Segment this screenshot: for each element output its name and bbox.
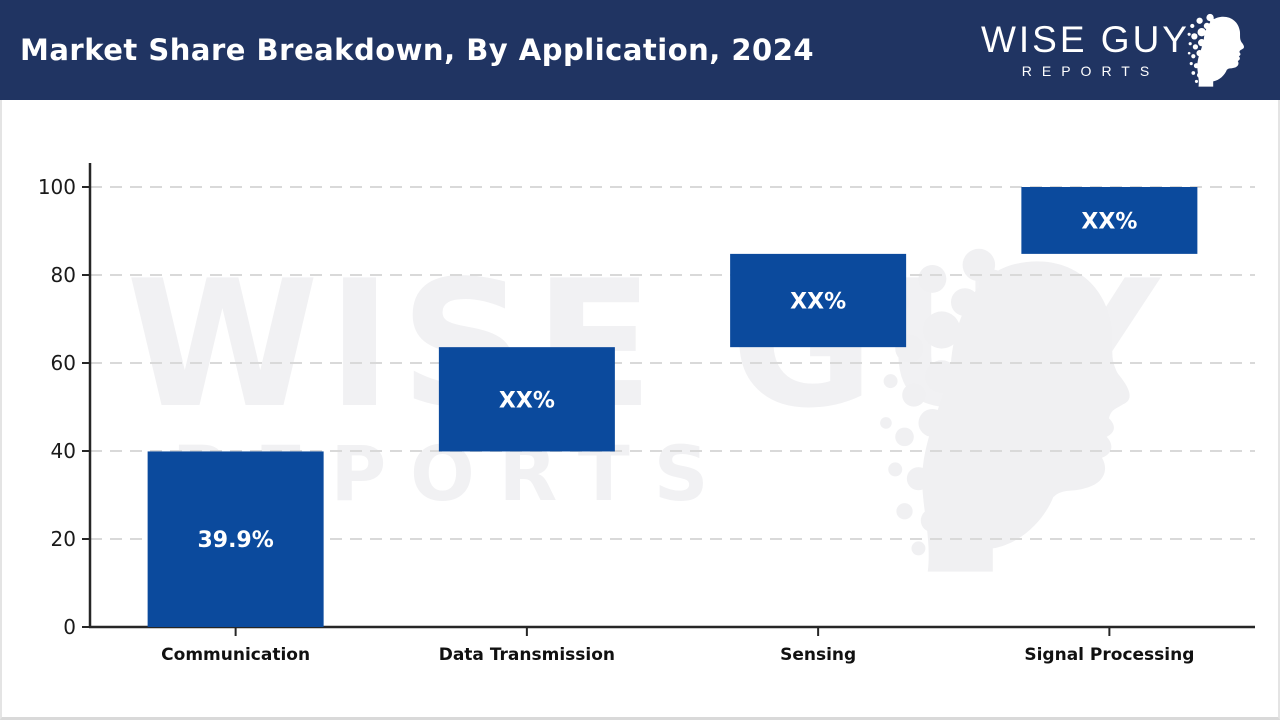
- chart-area: WISE GUY REPORTS 0 20 40 60 80 100 39.9% Commun…: [0, 100, 1280, 720]
- logo-wordmark: WISE GUY: [980, 19, 1190, 60]
- wise-guy-logo: WISE GUY REPORTS: [981, 12, 1254, 88]
- y-tick-label-80: 80: [51, 263, 76, 287]
- logo-head-icon: [1186, 12, 1254, 88]
- header: Market Share Breakdown, By Application, …: [0, 0, 1280, 100]
- y-tick-label-100: 100: [38, 175, 76, 199]
- x-category-label-signal-processing: Signal Processing: [1024, 645, 1194, 665]
- bar-label-signal-processing: XX%: [1081, 209, 1137, 234]
- y-tick-label-0: 0: [63, 615, 76, 639]
- bar-label-communication: 39.9%: [197, 528, 273, 553]
- bar-label-data-transmission: XX%: [499, 388, 555, 413]
- logo-subtitle: REPORTS: [1021, 63, 1160, 79]
- bar-label-sensing: XX%: [790, 290, 846, 315]
- bar-signal-processing: [1021, 187, 1198, 254]
- plot: 0 20 40 60 80 100 39.9% Communication XX% Data Tr…: [38, 163, 1255, 665]
- x-category-label-sensing: Sensing: [780, 645, 856, 665]
- x-category-label-communication: Communication: [161, 645, 310, 665]
- logo-text: WISE GUY REPORTS: [981, 21, 1190, 79]
- bar-sensing: [730, 253, 907, 348]
- x-category-label-data-transmission: Data Transmission: [439, 645, 615, 665]
- y-tick-label-20: 20: [51, 527, 76, 551]
- bar-communication: [147, 451, 324, 627]
- y-tick-label-40: 40: [51, 439, 76, 463]
- bar-data-transmission: [438, 347, 615, 452]
- y-tick-label-60: 60: [51, 351, 76, 375]
- page-title: Market Share Breakdown, By Application, …: [20, 33, 815, 67]
